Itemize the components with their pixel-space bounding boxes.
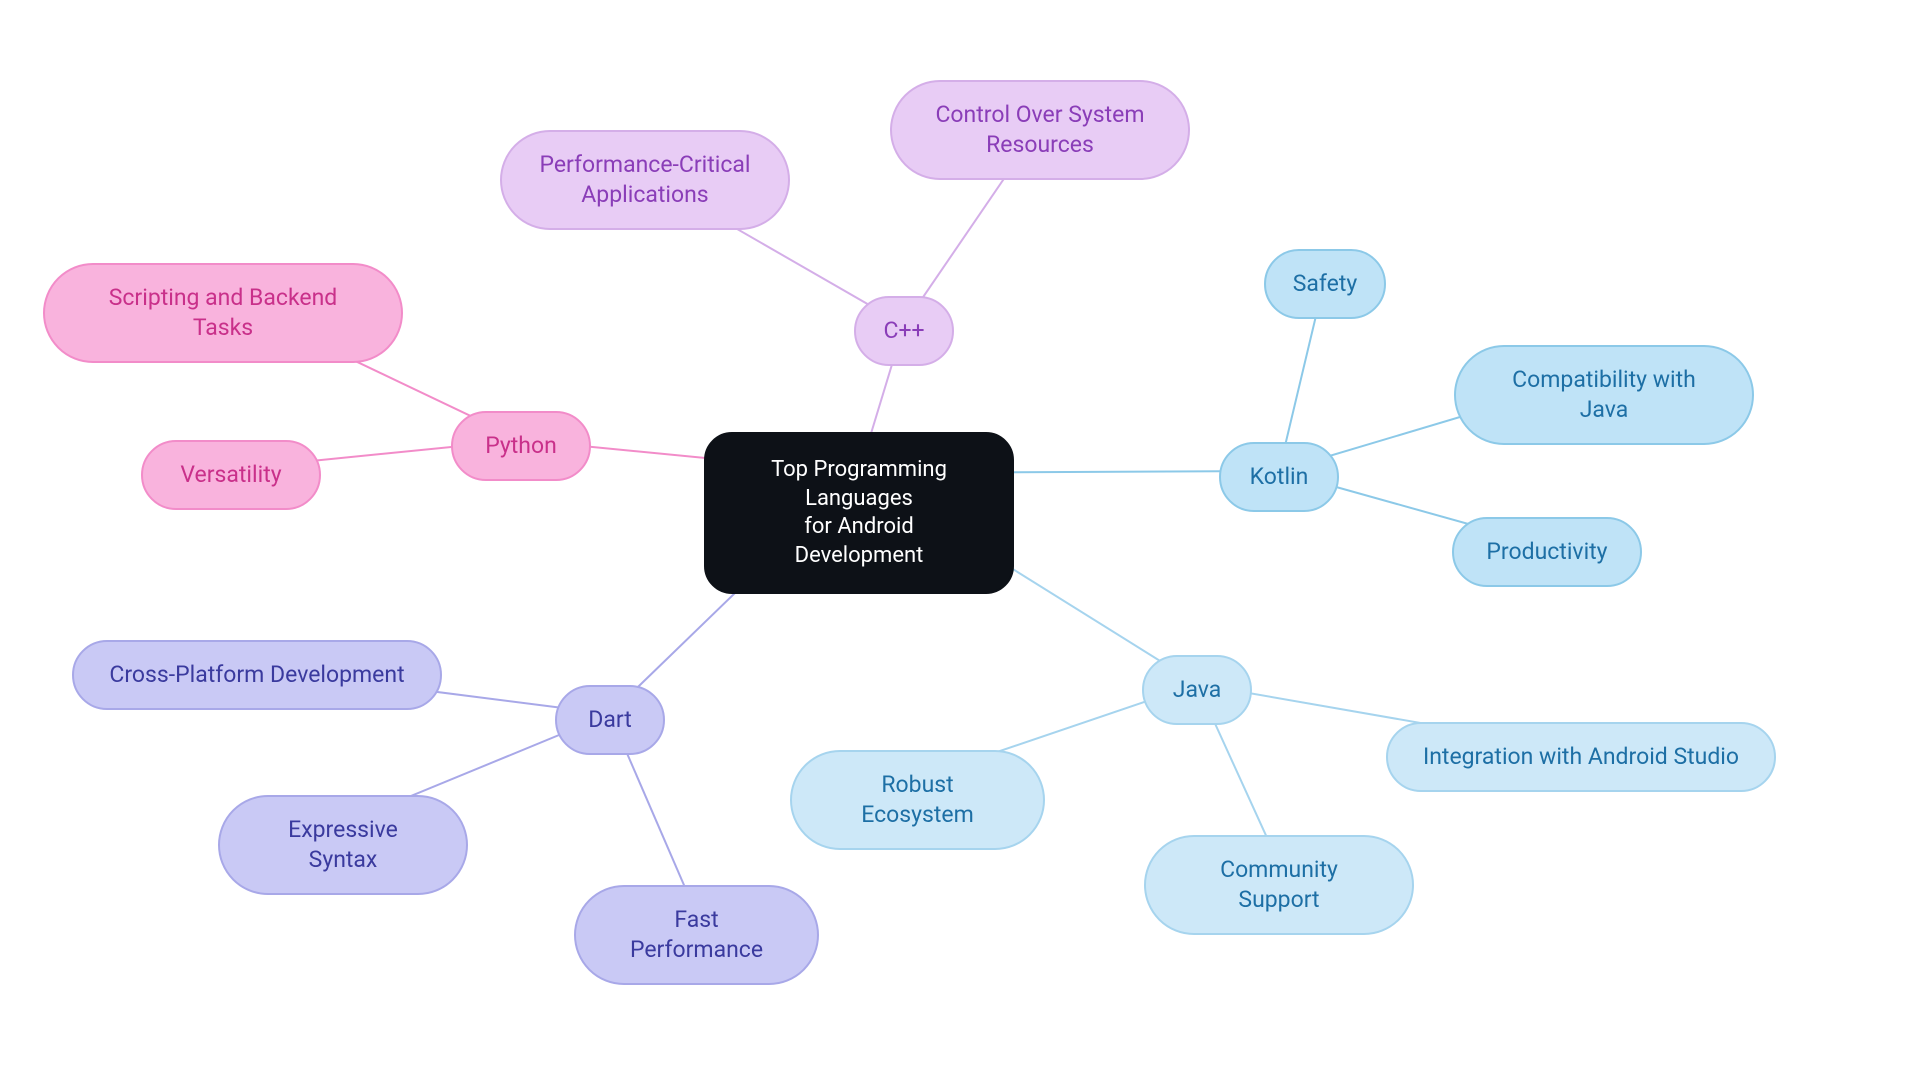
leaf-java-1: Community Support: [1144, 835, 1414, 935]
branch-java: Java: [1142, 655, 1252, 725]
leaf-dart-0: Cross-Platform Development: [72, 640, 442, 710]
branch-cpp: C++: [854, 296, 954, 366]
leaf-kotlin-0: Safety: [1264, 249, 1386, 319]
branch-kotlin: Kotlin: [1219, 442, 1339, 512]
leaf-python-0: Scripting and Backend Tasks: [43, 263, 403, 363]
leaf-dart-2: Fast Performance: [574, 885, 819, 985]
branch-python: Python: [451, 411, 591, 481]
leaf-java-0: Integration with Android Studio: [1386, 722, 1776, 792]
leaf-kotlin-1: Compatibility with Java: [1454, 345, 1754, 445]
leaf-kotlin-2: Productivity: [1452, 517, 1642, 587]
center-node: Top Programming Languages for Android De…: [704, 432, 1014, 594]
leaf-cpp-0: Performance-Critical Applications: [500, 130, 790, 230]
leaf-python-1: Versatility: [141, 440, 321, 510]
branch-dart: Dart: [555, 685, 665, 755]
leaf-cpp-1: Control Over System Resources: [890, 80, 1190, 180]
leaf-dart-1: Expressive Syntax: [218, 795, 468, 895]
leaf-java-2: Robust Ecosystem: [790, 750, 1045, 850]
